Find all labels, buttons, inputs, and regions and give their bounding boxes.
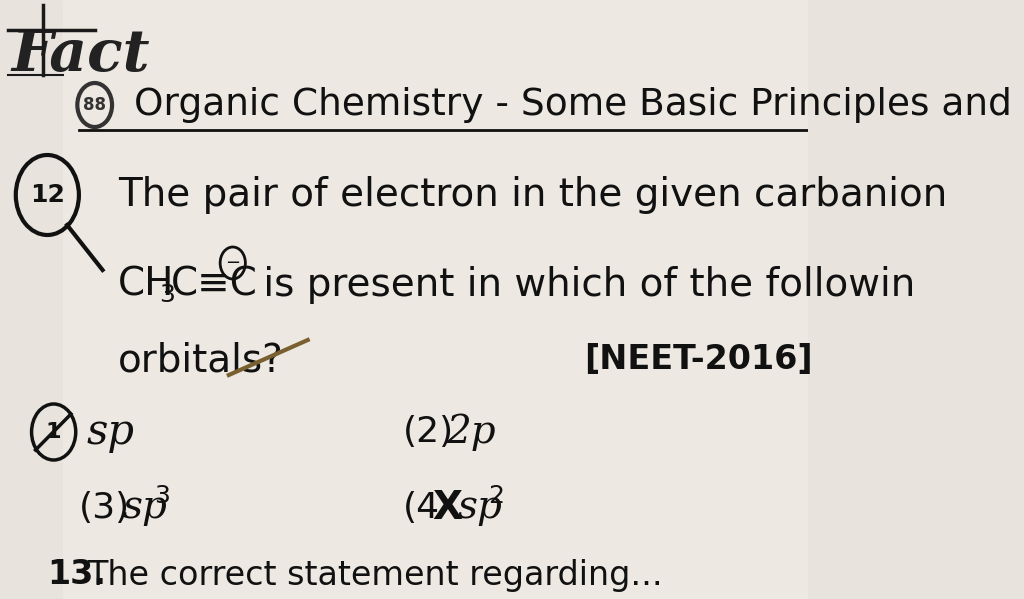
Text: orbitals?: orbitals? [119, 341, 284, 379]
Text: is present in which of the followin: is present in which of the followin [251, 266, 915, 304]
Text: −: − [225, 254, 241, 272]
Text: X: X [432, 489, 463, 527]
Text: sp: sp [122, 489, 167, 527]
Text: sp: sp [87, 411, 135, 453]
Text: sp: sp [458, 489, 503, 527]
Text: The pair of electron in the given carbanion: The pair of electron in the given carban… [119, 176, 947, 214]
Text: 3: 3 [160, 283, 175, 307]
Text: (2): (2) [402, 415, 454, 449]
Text: 13.: 13. [47, 558, 106, 591]
Text: The correct statement regarding...: The correct statement regarding... [87, 558, 663, 591]
Text: C≡C: C≡C [171, 266, 258, 304]
Text: [NEET-2016]: [NEET-2016] [584, 343, 812, 377]
Text: (3): (3) [79, 491, 130, 525]
Text: 2p: 2p [445, 413, 496, 451]
Text: Organic Chemistry - Some Basic Principles and: Organic Chemistry - Some Basic Principle… [134, 87, 1012, 123]
Text: Fact: Fact [12, 27, 151, 83]
Text: 12: 12 [30, 183, 65, 207]
Text: 3: 3 [154, 484, 170, 508]
Text: 2: 2 [487, 484, 504, 508]
Text: CH: CH [119, 266, 175, 304]
Text: (4: (4 [402, 491, 439, 525]
Text: 1: 1 [46, 422, 61, 442]
Text: 88: 88 [83, 96, 106, 114]
